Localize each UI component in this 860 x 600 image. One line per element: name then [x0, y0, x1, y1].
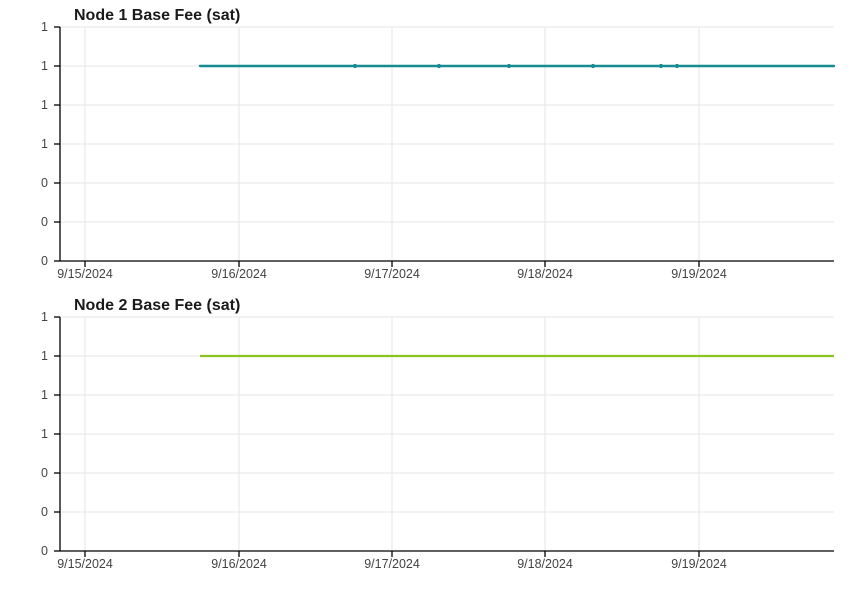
svg-text:9/19/2024: 9/19/2024 [671, 557, 727, 571]
svg-text:9/18/2024: 9/18/2024 [517, 557, 573, 571]
svg-text:9/16/2024: 9/16/2024 [211, 267, 267, 281]
svg-text:9/17/2024: 9/17/2024 [364, 557, 420, 571]
svg-text:9/15/2024: 9/15/2024 [57, 267, 113, 281]
svg-text:0: 0 [41, 215, 48, 229]
svg-text:0: 0 [41, 505, 48, 519]
svg-text:1: 1 [41, 59, 48, 73]
svg-text:9/18/2024: 9/18/2024 [517, 267, 573, 281]
svg-text:1: 1 [41, 388, 48, 402]
svg-text:1: 1 [41, 427, 48, 441]
svg-text:9/19/2024: 9/19/2024 [671, 267, 727, 281]
svg-text:1: 1 [41, 98, 48, 112]
svg-text:1: 1 [41, 349, 48, 363]
svg-text:0: 0 [41, 544, 48, 558]
svg-text:0: 0 [41, 466, 48, 480]
svg-text:0: 0 [41, 176, 48, 190]
svg-text:9/16/2024: 9/16/2024 [211, 557, 267, 571]
svg-text:9/17/2024: 9/17/2024 [364, 267, 420, 281]
svg-text:1: 1 [41, 20, 48, 34]
svg-text:1: 1 [41, 310, 48, 324]
svg-text:0: 0 [41, 254, 48, 268]
svg-text:9/15/2024: 9/15/2024 [57, 557, 113, 571]
svg-text:1: 1 [41, 137, 48, 151]
